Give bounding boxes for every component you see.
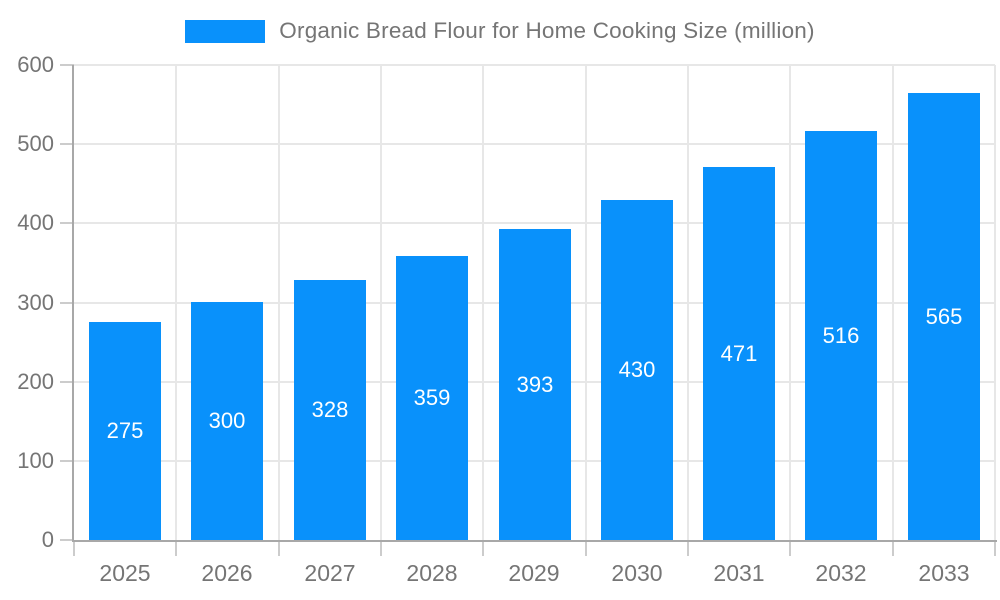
- x-axis-tick: [892, 540, 894, 556]
- y-axis-label: 400: [17, 210, 54, 235]
- x-gridline: [175, 65, 177, 540]
- y-axis-tick: [60, 222, 74, 224]
- x-gridline: [892, 65, 894, 540]
- x-gridline: [278, 65, 280, 540]
- x-gridline: [380, 65, 382, 540]
- bar-value-label: 565: [925, 303, 963, 329]
- y-axis-label: 100: [17, 448, 54, 473]
- x-axis-label: 2032: [815, 560, 867, 586]
- bar[interactable]: 359: [396, 256, 468, 540]
- x-gridline: [687, 65, 689, 540]
- x-axis-tick: [789, 540, 791, 556]
- x-axis-label: 2033: [918, 560, 970, 586]
- x-gridline: [789, 65, 791, 540]
- x-axis-line: [72, 540, 997, 542]
- x-axis-tick: [482, 540, 484, 556]
- x-axis-label: 2030: [611, 560, 663, 586]
- chart-legend[interactable]: Organic Bread Flour for Home Cooking Siz…: [0, 18, 1000, 44]
- bar-value-label: 471: [720, 340, 758, 366]
- x-axis-tick: [380, 540, 382, 556]
- legend-series-label: Organic Bread Flour for Home Cooking Siz…: [279, 18, 815, 43]
- x-axis-tick: [687, 540, 689, 556]
- y-axis-tick: [60, 381, 74, 383]
- y-axis-line: [72, 65, 74, 542]
- bar[interactable]: 471: [703, 167, 775, 540]
- y-axis-label: 300: [17, 290, 54, 315]
- y-axis-tick: [60, 64, 74, 66]
- bar-value-label: 430: [618, 357, 656, 382]
- y-axis-tick: [60, 302, 74, 304]
- y-axis-tick: [60, 143, 74, 145]
- x-axis-tick: [73, 540, 75, 556]
- x-axis-tick: [175, 540, 177, 556]
- y-axis-tick: [60, 539, 74, 541]
- x-axis-label: 2029: [508, 560, 560, 586]
- y-gridline: [74, 143, 995, 145]
- bar[interactable]: 393: [499, 229, 571, 540]
- y-axis-tick: [60, 460, 74, 462]
- x-gridline: [482, 65, 484, 540]
- x-gridline: [585, 65, 587, 540]
- legend-swatch-icon: [185, 19, 266, 43]
- bar[interactable]: 275: [89, 322, 161, 540]
- bar[interactable]: 516: [805, 131, 877, 540]
- bar[interactable]: 565: [908, 93, 980, 540]
- x-axis-tick: [994, 540, 996, 556]
- x-axis-label: 2025: [99, 560, 151, 586]
- bar-value-label: 516: [822, 322, 860, 348]
- bar-value-label: 328: [311, 397, 349, 422]
- x-axis-label: 2028: [406, 560, 458, 586]
- bar-value-label: 275: [106, 418, 144, 443]
- bar-value-label: 393: [516, 371, 554, 397]
- bar[interactable]: 328: [294, 280, 366, 540]
- x-gridline: [994, 65, 996, 540]
- y-axis-label: 600: [17, 52, 54, 77]
- y-axis-label: 500: [17, 131, 54, 156]
- bar[interactable]: 300: [191, 302, 263, 540]
- bar[interactable]: 430: [601, 200, 673, 540]
- bar-value-label: 300: [208, 408, 246, 433]
- x-axis-label: 2031: [713, 560, 765, 586]
- x-axis-label: 2027: [304, 560, 356, 586]
- x-axis-tick: [585, 540, 587, 556]
- y-axis-label: 0: [41, 527, 54, 552]
- x-axis-label: 2026: [201, 560, 253, 586]
- y-gridline: [74, 222, 995, 224]
- bar-value-label: 359: [413, 385, 451, 410]
- x-axis-tick: [278, 540, 280, 556]
- y-axis-label: 200: [17, 369, 54, 394]
- y-gridline: [74, 64, 995, 66]
